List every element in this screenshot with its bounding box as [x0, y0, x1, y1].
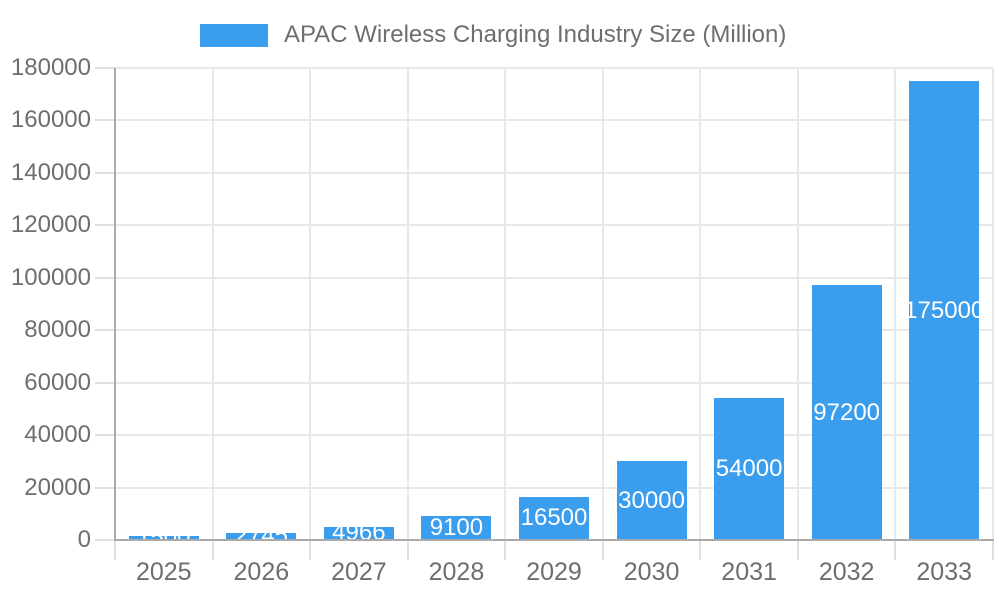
- bar[interactable]: [226, 532, 297, 540]
- legend-swatch: [200, 23, 268, 47]
- y-gridline: [115, 119, 993, 122]
- y-axis-tick: [95, 171, 115, 174]
- y-axis-tick: [95, 539, 115, 541]
- x-axis-tick: [796, 540, 799, 560]
- y-axis-tick: [95, 224, 115, 227]
- x-gridline: [309, 68, 312, 540]
- x-axis-tick: [894, 540, 897, 560]
- bar[interactable]: [519, 496, 589, 540]
- y-tick-label: 160000: [10, 106, 91, 134]
- bar-value-label: 4966: [332, 519, 386, 547]
- x-gridline: [406, 68, 409, 540]
- y-tick-label: 80000: [24, 316, 91, 344]
- y-tick-label: 140000: [10, 158, 91, 186]
- x-tick-label: 2026: [233, 558, 290, 586]
- y-tick-label: 0: [77, 526, 91, 553]
- bar-value-label: 54000: [715, 455, 783, 483]
- x-axis-tick: [601, 540, 604, 560]
- bar-value-label: 9100: [429, 514, 484, 542]
- x-axis-tick: [504, 540, 507, 560]
- x-tick-label: 2031: [721, 558, 777, 586]
- y-tick-label: 120000: [10, 211, 91, 239]
- x-tick-label: 2029: [526, 558, 582, 586]
- bar-value-label: 16500: [520, 504, 588, 532]
- x-tick-label: 2027: [331, 558, 387, 586]
- x-gridline: [211, 68, 214, 540]
- y-tick-label: 40000: [24, 421, 91, 449]
- y-axis-line: [114, 68, 116, 541]
- bar[interactable]: [616, 461, 687, 540]
- x-axis-tick: [406, 540, 409, 560]
- y-tick-label: 180000: [10, 54, 91, 81]
- y-gridline: [115, 434, 993, 437]
- x-gridline: [504, 68, 507, 540]
- bar[interactable]: [128, 536, 199, 540]
- x-axis-tick: [309, 540, 312, 560]
- bar-value-label: 97200: [813, 398, 881, 426]
- y-gridline: [115, 486, 993, 489]
- y-gridline: [115, 381, 993, 384]
- bar[interactable]: [714, 398, 785, 540]
- bar-value-label: 2745: [234, 522, 289, 550]
- x-gridline: [894, 68, 897, 540]
- y-tick-label: 20000: [24, 473, 91, 501]
- y-axis-tick: [95, 486, 115, 489]
- bar[interactable]: [811, 285, 882, 540]
- x-gridline: [699, 68, 702, 540]
- bar[interactable]: [421, 516, 492, 540]
- x-tick-label: 2028: [428, 558, 485, 586]
- bar[interactable]: [909, 81, 980, 540]
- x-tick-label: 2030: [623, 558, 680, 586]
- x-axis-tick: [211, 540, 214, 560]
- bar-value-label: 30000: [618, 486, 685, 514]
- y-gridline: [115, 171, 993, 174]
- y-axis-tick: [95, 276, 115, 279]
- x-gridline: [796, 68, 799, 540]
- bar[interactable]: [323, 526, 394, 540]
- legend-label: APAC Wireless Charging Industry Size (Mi…: [284, 21, 787, 48]
- x-axis-tick: [114, 540, 116, 560]
- y-axis-tick: [95, 67, 115, 69]
- x-tick-label: 2033: [916, 558, 973, 586]
- y-axis-tick: [95, 119, 115, 122]
- x-axis-line: [114, 539, 994, 541]
- x-axis-tick: [699, 540, 702, 560]
- y-gridline: [115, 329, 993, 332]
- x-gridline: [601, 68, 604, 540]
- legend-item[interactable]: APAC Wireless Charging Industry Size (Mi…: [200, 22, 786, 48]
- y-gridline: [115, 276, 993, 279]
- bar-value-label: 175000: [904, 296, 985, 324]
- x-gridline: [992, 68, 994, 540]
- x-axis-tick: [992, 540, 994, 560]
- x-tick-label: 2032: [818, 558, 875, 586]
- y-tick-label: 100000: [10, 263, 91, 291]
- y-tick-label: 60000: [24, 368, 91, 396]
- y-axis-tick: [95, 434, 115, 437]
- y-axis-tick: [95, 329, 115, 332]
- x-tick-label: 2025: [135, 558, 192, 586]
- bar-value-label: 1500: [137, 524, 191, 552]
- y-gridline: [115, 224, 993, 227]
- y-axis-tick: [95, 381, 115, 384]
- y-gridline: [115, 67, 993, 69]
